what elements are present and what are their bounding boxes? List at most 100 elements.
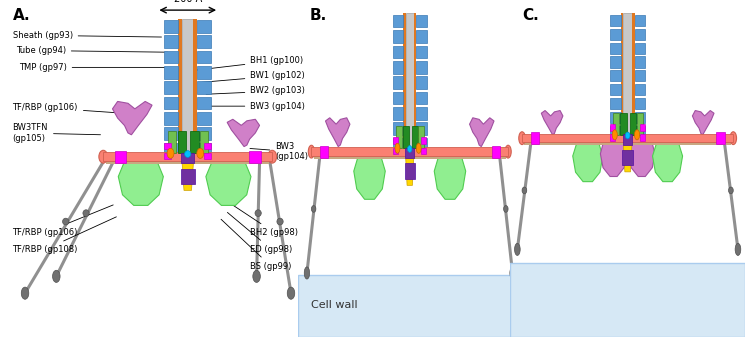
Text: TMP (gp97): TMP (gp97) [19, 63, 179, 72]
Polygon shape [416, 76, 426, 89]
Polygon shape [197, 51, 211, 63]
Ellipse shape [408, 146, 412, 152]
Polygon shape [393, 122, 403, 135]
Bar [311, 147, 508, 156]
Polygon shape [197, 97, 211, 109]
Ellipse shape [510, 267, 516, 279]
Polygon shape [635, 56, 645, 67]
Ellipse shape [519, 132, 525, 145]
Polygon shape [164, 97, 178, 109]
Polygon shape [416, 92, 426, 104]
Bar [402, 126, 409, 148]
Bar [623, 134, 633, 145]
Ellipse shape [255, 210, 261, 216]
Bar [422, 148, 426, 154]
Polygon shape [118, 158, 163, 205]
Ellipse shape [63, 218, 69, 225]
Bar [168, 131, 177, 153]
Ellipse shape [735, 243, 741, 255]
Bar [636, 113, 643, 135]
Polygon shape [206, 158, 251, 205]
Polygon shape [164, 143, 178, 155]
Ellipse shape [416, 143, 421, 153]
Polygon shape [610, 42, 621, 54]
Polygon shape [164, 81, 178, 94]
Text: BS (gp99): BS (gp99) [221, 219, 292, 271]
Polygon shape [610, 15, 621, 26]
Bar [403, 13, 406, 152]
Bar [164, 153, 171, 159]
Polygon shape [610, 70, 621, 82]
Polygon shape [393, 61, 403, 73]
Ellipse shape [395, 143, 400, 153]
Polygon shape [197, 112, 211, 125]
Polygon shape [393, 30, 403, 43]
Text: BH1 (gp100): BH1 (gp100) [194, 56, 303, 70]
Polygon shape [164, 112, 178, 125]
Ellipse shape [304, 267, 310, 279]
Bar [182, 153, 194, 163]
Bar [640, 124, 645, 131]
Ellipse shape [185, 151, 191, 157]
Ellipse shape [311, 206, 316, 212]
Bar [405, 163, 415, 179]
Bar [320, 146, 328, 158]
Polygon shape [416, 15, 426, 28]
Ellipse shape [288, 287, 295, 299]
Text: 200 Å: 200 Å [174, 0, 202, 4]
Polygon shape [600, 140, 627, 177]
Polygon shape [416, 30, 426, 43]
Bar [610, 124, 615, 131]
Bar [716, 132, 725, 144]
Polygon shape [635, 84, 645, 95]
Bar [524, 142, 731, 145]
Bar [413, 13, 416, 152]
Polygon shape [610, 126, 621, 137]
Bar [630, 113, 636, 135]
Polygon shape [393, 45, 403, 58]
Polygon shape [227, 119, 259, 147]
Polygon shape [610, 98, 621, 109]
Polygon shape [635, 42, 645, 54]
Text: TF/RBP (gp106): TF/RBP (gp106) [13, 205, 113, 237]
Bar [204, 143, 211, 149]
Bar [396, 126, 402, 148]
Polygon shape [164, 20, 178, 33]
Polygon shape [469, 118, 494, 147]
Bar [115, 151, 126, 163]
Text: ED (gp98): ED (gp98) [227, 212, 293, 254]
Ellipse shape [504, 206, 508, 212]
Bar [610, 134, 615, 141]
Bar [393, 148, 398, 154]
Polygon shape [197, 66, 211, 79]
Polygon shape [393, 137, 403, 150]
Ellipse shape [268, 150, 276, 163]
Polygon shape [164, 66, 178, 79]
Polygon shape [635, 126, 645, 137]
Text: BW2 (gp103): BW2 (gp103) [206, 87, 305, 95]
Text: BW1 (gp102): BW1 (gp102) [201, 71, 305, 82]
Bar [182, 19, 194, 157]
Polygon shape [197, 143, 211, 155]
Polygon shape [653, 140, 682, 182]
Text: BW3
(gp104): BW3 (gp104) [250, 142, 308, 161]
Text: Cell wall: Cell wall [311, 300, 358, 310]
Ellipse shape [505, 145, 511, 158]
Bar [406, 13, 413, 152]
Polygon shape [164, 51, 178, 63]
Polygon shape [197, 81, 211, 94]
Bar [204, 153, 211, 159]
Bar [422, 137, 426, 144]
Polygon shape [197, 127, 211, 140]
Ellipse shape [197, 148, 203, 158]
Polygon shape [393, 76, 403, 89]
Ellipse shape [53, 270, 60, 282]
Text: TF/RBP (gp106): TF/RBP (gp106) [13, 103, 116, 113]
Text: BW3TFN
(gp105): BW3TFN (gp105) [13, 123, 101, 143]
Ellipse shape [22, 287, 29, 299]
Bar [107, 160, 269, 163]
Bar [510, 263, 745, 337]
Polygon shape [635, 70, 645, 82]
Polygon shape [197, 35, 211, 48]
Polygon shape [635, 98, 645, 109]
